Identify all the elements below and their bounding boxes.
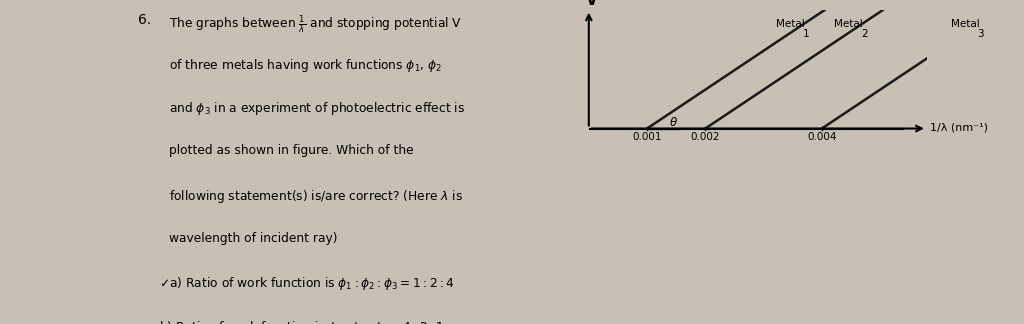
Text: Metal: Metal [834, 19, 863, 29]
Text: The graphs between $\frac{1}{\lambda}$ and stopping potential V: The graphs between $\frac{1}{\lambda}$ a… [169, 13, 462, 35]
Text: following statement(s) is/are correct? (Here $\lambda$ is: following statement(s) is/are correct? (… [169, 188, 463, 205]
Text: and $\phi_3$ in a experiment of photoelectric effect is: and $\phi_3$ in a experiment of photoele… [169, 100, 465, 117]
Text: 0.002: 0.002 [690, 133, 720, 143]
Text: Metal: Metal [776, 19, 805, 29]
Text: V: V [586, 0, 598, 7]
Text: $\checkmark$a) Ratio of work function is $\phi_1 : \phi_2 : \phi_3 = 1:2:4$: $\checkmark$a) Ratio of work function is… [159, 275, 455, 292]
Text: b) Ratio of work function is $\phi_1 : \phi_2 : \phi_3 = 4:2:1$: b) Ratio of work function is $\phi_1 : \… [159, 319, 444, 324]
Text: 6.: 6. [138, 13, 152, 27]
Text: θ: θ [670, 116, 677, 129]
Text: wavelength of incident ray): wavelength of incident ray) [169, 232, 338, 245]
Text: 1: 1 [803, 29, 809, 39]
Text: 1/λ (nm⁻¹): 1/λ (nm⁻¹) [930, 122, 987, 133]
Text: 2: 2 [861, 29, 867, 39]
Text: 0.004: 0.004 [807, 133, 837, 143]
Text: plotted as shown in figure. Which of the: plotted as shown in figure. Which of the [169, 144, 414, 157]
Text: 3: 3 [977, 29, 984, 39]
Text: 0.001: 0.001 [632, 133, 662, 143]
Text: of three metals having work functions $\phi_1$, $\phi_2$: of three metals having work functions $\… [169, 57, 442, 74]
Text: Metal: Metal [950, 19, 979, 29]
